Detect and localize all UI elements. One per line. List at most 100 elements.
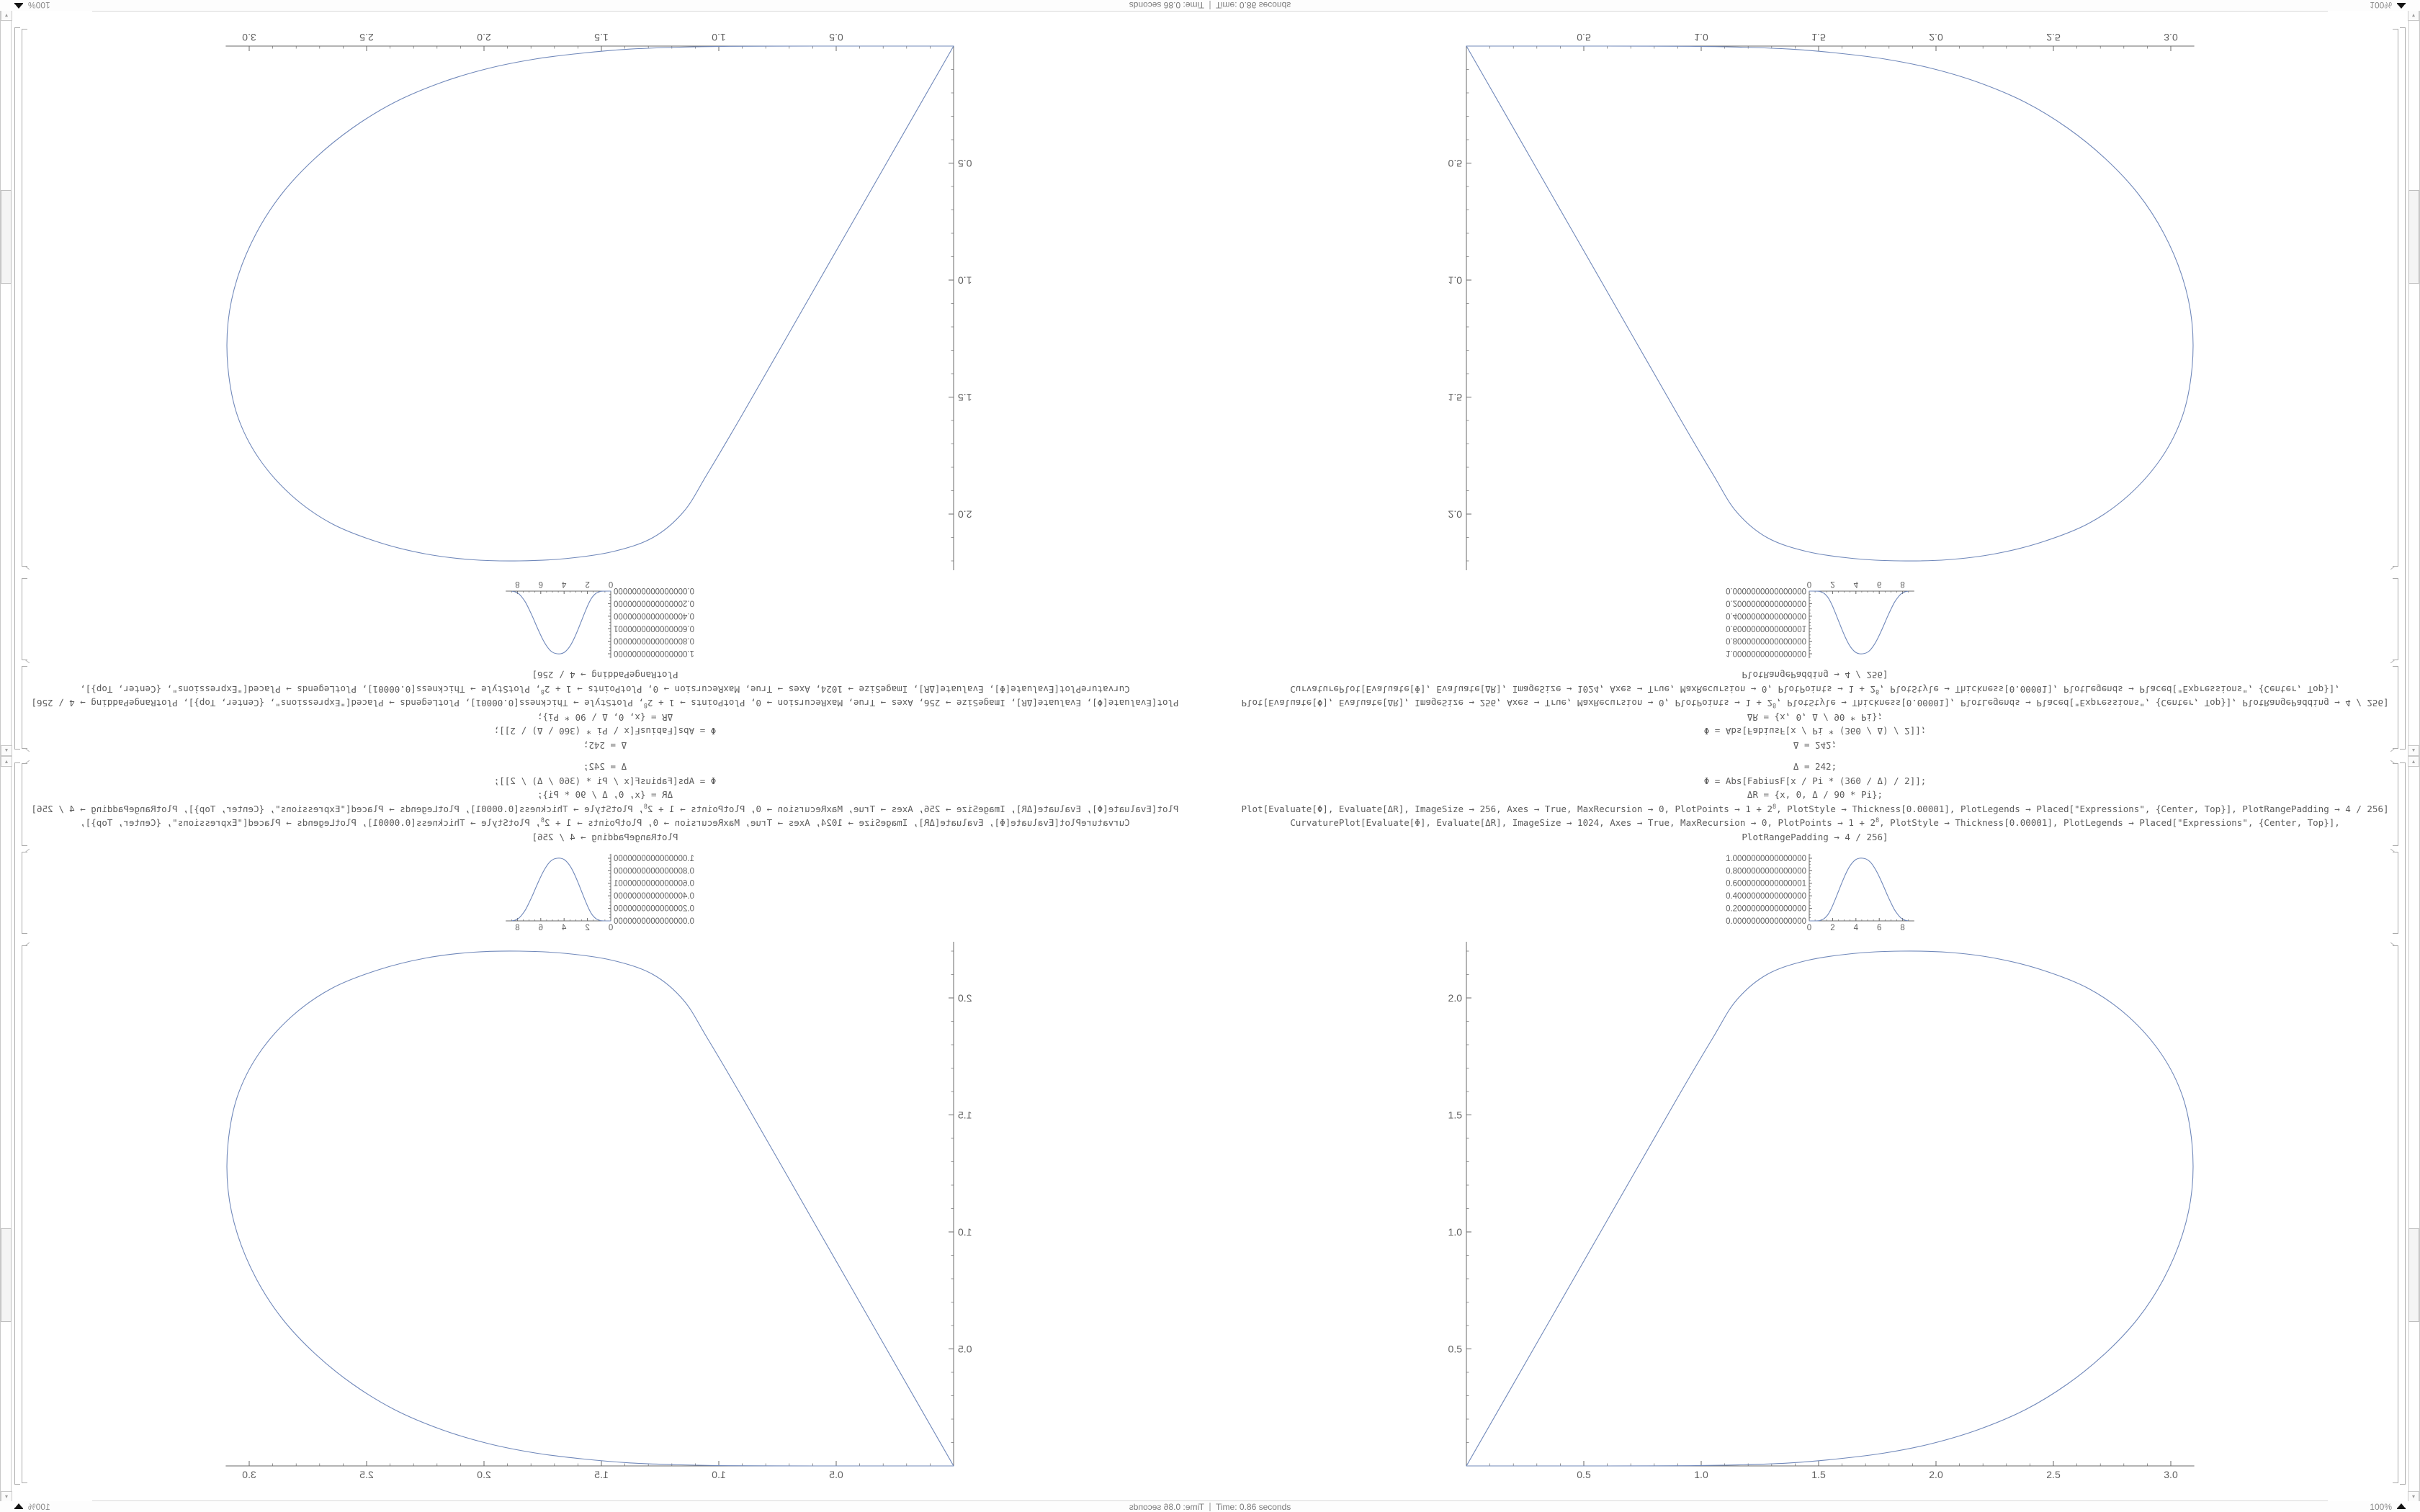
zoom-level-label[interactable]: 100% bbox=[2370, 0, 2392, 10]
zoom-level-label[interactable]: 100% bbox=[28, 0, 50, 10]
output-cell-bracket-small-plot[interactable] bbox=[2390, 848, 2398, 934]
y-tick-label: 1.5 bbox=[958, 392, 972, 403]
y-tick-label: 1.0000000000000000 bbox=[1726, 649, 1806, 657]
code-line: CurvaturePlot[Evaluate[Φ], Evaluate[ΔR],… bbox=[80, 684, 1130, 696]
input-cell-bracket[interactable] bbox=[2390, 666, 2398, 752]
scroll-up-button[interactable]: ▴ bbox=[2408, 745, 2419, 756]
y-tick-label: 2.0 bbox=[958, 508, 972, 520]
bracket-hook bbox=[22, 578, 27, 579]
magnification-menu-icon[interactable] bbox=[2397, 1503, 2406, 1511]
vertical-scrollbar[interactable]: ▴ ▾ bbox=[2407, 0, 2420, 756]
scrollbar-thumb[interactable] bbox=[1, 190, 12, 284]
input-cell-code[interactable]: Δ = 242; Φ = Abs[FabiusF[x / Pi * (360 / … bbox=[0, 668, 1210, 752]
magnifier-triangle-icon bbox=[2398, 1503, 2405, 1508]
chevron-down-icon: ▾ bbox=[5, 12, 9, 19]
bump-plot-curve bbox=[1809, 858, 1909, 922]
input-cell-bracket[interactable] bbox=[22, 666, 30, 752]
bracket-hook bbox=[2393, 933, 2398, 934]
status-time-text: Time: 0.86 seconds bbox=[1129, 1502, 1204, 1512]
y-tick-label: 0.6000000000000001 bbox=[1726, 880, 1806, 888]
x-tick-label: 2.0 bbox=[477, 32, 491, 43]
input-cell-code[interactable]: Δ = 242; Φ = Abs[FabiusF[x / Pi * (360 / … bbox=[0, 760, 1210, 844]
magnifier-base-icon bbox=[2397, 1508, 2406, 1509]
scrollbar-thumb[interactable] bbox=[2408, 1228, 2419, 1322]
x-tick-label: 2.5 bbox=[359, 32, 374, 43]
cell-group-bracket[interactable] bbox=[14, 27, 21, 750]
chevron-down-icon: ▾ bbox=[2411, 1493, 2415, 1500]
y-tick-label: 0.5 bbox=[958, 158, 972, 169]
zoom-level-label[interactable]: 100% bbox=[2370, 1502, 2392, 1512]
cell-group-bracket[interactable] bbox=[2399, 762, 2406, 1485]
scroll-down-button[interactable]: ▾ bbox=[1, 10, 12, 21]
scroll-down-button[interactable]: ▾ bbox=[2408, 10, 2419, 21]
scroll-up-button[interactable]: ▴ bbox=[1, 756, 12, 767]
scrollbar-track[interactable] bbox=[2408, 20, 2409, 745]
code-line: ΔR = {x, 0, Δ / 90 * Pi}; bbox=[1747, 789, 1883, 800]
zoom-level-label[interactable]: 100% bbox=[28, 1502, 50, 1512]
code-line: Φ = Abs[FabiusF[x / Pi * (360 / Δ) / 2]]… bbox=[493, 775, 717, 786]
code-line: CurvaturePlot[Evaluate[Φ], Evaluate[ΔR],… bbox=[1290, 684, 2340, 696]
curvature-plot: 0.5 1.0 1.5 2.0 2.5 3.0 0.5 1.0 1.5 2.0 bbox=[225, 32, 972, 570]
x-tick-label: 8 bbox=[515, 924, 519, 932]
scrollbar-track[interactable] bbox=[2408, 767, 2409, 1492]
cell-group-bracket[interactable] bbox=[2399, 27, 2406, 750]
code-line: PlotRangePadding → 4 / 256] bbox=[1742, 831, 1888, 842]
bracket-hook bbox=[15, 27, 20, 28]
bracket-hook bbox=[2393, 763, 2398, 764]
y-tick-label: 1.5 bbox=[958, 1109, 972, 1120]
output-cell-bracket-small-plot[interactable] bbox=[2390, 578, 2398, 664]
input-cell-bracket[interactable] bbox=[2390, 760, 2398, 846]
scroll-down-button[interactable]: ▾ bbox=[2408, 1491, 2419, 1502]
output-cell-bracket-big-plot[interactable] bbox=[2390, 29, 2398, 570]
vertical-scrollbar[interactable]: ▴ ▾ bbox=[0, 756, 13, 1512]
cell-group-bracket[interactable] bbox=[14, 762, 21, 1485]
code-line: ΔR = {x, 0, Δ / 90 * Pi}; bbox=[537, 712, 673, 723]
x-tick-label: 1.5 bbox=[1811, 1469, 1826, 1480]
input-cell-bracket[interactable] bbox=[22, 760, 30, 846]
magnification-menu-icon[interactable] bbox=[14, 1, 23, 9]
notebook-quadrant: Δ = 242; Φ = Abs[FabiusF[x / Pi * (360 / … bbox=[1210, 0, 2420, 756]
x-tick-label: 0.5 bbox=[1577, 32, 1591, 43]
scrollbar-track[interactable] bbox=[11, 20, 12, 745]
cell-flag bbox=[25, 660, 30, 664]
magnification-menu-icon[interactable] bbox=[2397, 1, 2406, 9]
y-tick-label: 0.0000000000000000 bbox=[1726, 586, 1806, 595]
x-tick-label: 6 bbox=[1877, 580, 1881, 588]
input-cell-code[interactable]: Δ = 242; Φ = Abs[FabiusF[x / Pi * (360 / … bbox=[1210, 668, 2420, 752]
code-line: Δ = 242; bbox=[583, 740, 627, 751]
x-tick-label: 1.0 bbox=[1694, 32, 1708, 43]
output-cell-bracket-big-plot[interactable] bbox=[22, 29, 30, 570]
bump-plot: 0 2 4 6 8 1.0000000000000000 0.800000000000000… bbox=[1726, 580, 1914, 659]
bracket-hook bbox=[22, 1482, 27, 1483]
x-tick-label: 1.5 bbox=[594, 32, 609, 43]
output-cell-bracket-big-plot[interactable] bbox=[22, 942, 30, 1483]
chevron-up-icon: ▴ bbox=[5, 758, 9, 765]
scroll-up-button[interactable]: ▴ bbox=[2408, 756, 2419, 767]
scrollbar-track[interactable] bbox=[11, 767, 12, 1492]
magnification-menu-icon[interactable] bbox=[14, 1503, 23, 1511]
y-tick-label: 0.6000000000000001 bbox=[614, 880, 694, 888]
input-cell-code[interactable]: Δ = 242; Φ = Abs[FabiusF[x / Pi * (360 / … bbox=[1210, 760, 2420, 844]
output-cell-bracket-small-plot[interactable] bbox=[22, 578, 30, 664]
code-line: CurvaturePlot[Evaluate[Φ], Evaluate[ΔR],… bbox=[1290, 816, 2340, 828]
x-tick-label: 2.0 bbox=[1929, 32, 1943, 43]
bracket-hook bbox=[22, 29, 27, 30]
y-tick-label: 0.4000000000000000 bbox=[614, 611, 694, 620]
scrollbar-thumb[interactable] bbox=[1, 1228, 12, 1322]
cell-flag bbox=[25, 566, 30, 570]
output-cell-bracket-small-plot[interactable] bbox=[22, 848, 30, 934]
scroll-down-button[interactable]: ▾ bbox=[1, 1491, 12, 1502]
y-tick-label: 0.4000000000000000 bbox=[1726, 892, 1806, 901]
vertical-scrollbar[interactable]: ▴ ▾ bbox=[2407, 756, 2420, 1512]
scroll-up-button[interactable]: ▴ bbox=[1, 745, 12, 756]
bracket-hook bbox=[2400, 762, 2405, 763]
vertical-scrollbar[interactable]: ▴ ▾ bbox=[0, 0, 13, 756]
status-separator bbox=[1210, 11, 2328, 12]
curvature-plot: 0.5 1.0 1.5 2.0 2.5 3.0 0.5 1.0 1.5 2.0 bbox=[1448, 942, 2195, 1480]
x-tick-label: 6 bbox=[1877, 924, 1881, 932]
code-line: Plot[Evaluate[Φ], Evaluate[ΔR], ImageSiz… bbox=[1241, 803, 2389, 814]
code-line: Δ = 242; bbox=[1793, 761, 1837, 772]
chevron-up-icon: ▴ bbox=[5, 747, 9, 754]
output-cell-bracket-big-plot[interactable] bbox=[2390, 942, 2398, 1483]
scrollbar-thumb[interactable] bbox=[2408, 190, 2419, 284]
